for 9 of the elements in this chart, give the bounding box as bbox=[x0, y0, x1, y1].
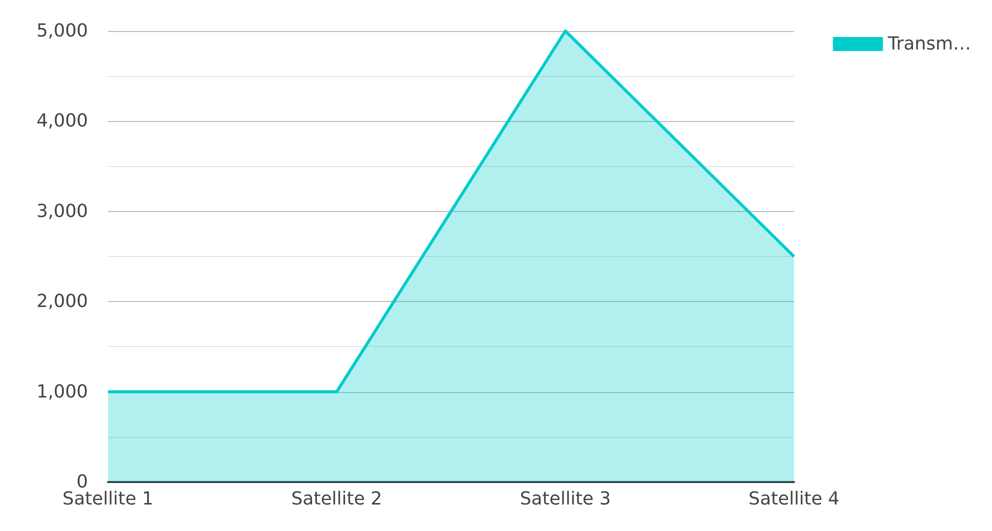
y-tick-label: 3,000 bbox=[36, 200, 88, 222]
y-tick-label: 5,000 bbox=[36, 20, 88, 42]
y-tick-label: 4,000 bbox=[36, 110, 88, 132]
y-tick-label: 1,000 bbox=[36, 381, 88, 402]
x-tick-label: Satellite 2 bbox=[291, 488, 382, 510]
y-tick-label: 2,000 bbox=[36, 291, 88, 312]
legend-label: Transm… bbox=[886, 34, 972, 54]
x-tick-label: Satellite 3 bbox=[520, 488, 611, 510]
x-tick-label: Satellite 4 bbox=[748, 488, 840, 510]
